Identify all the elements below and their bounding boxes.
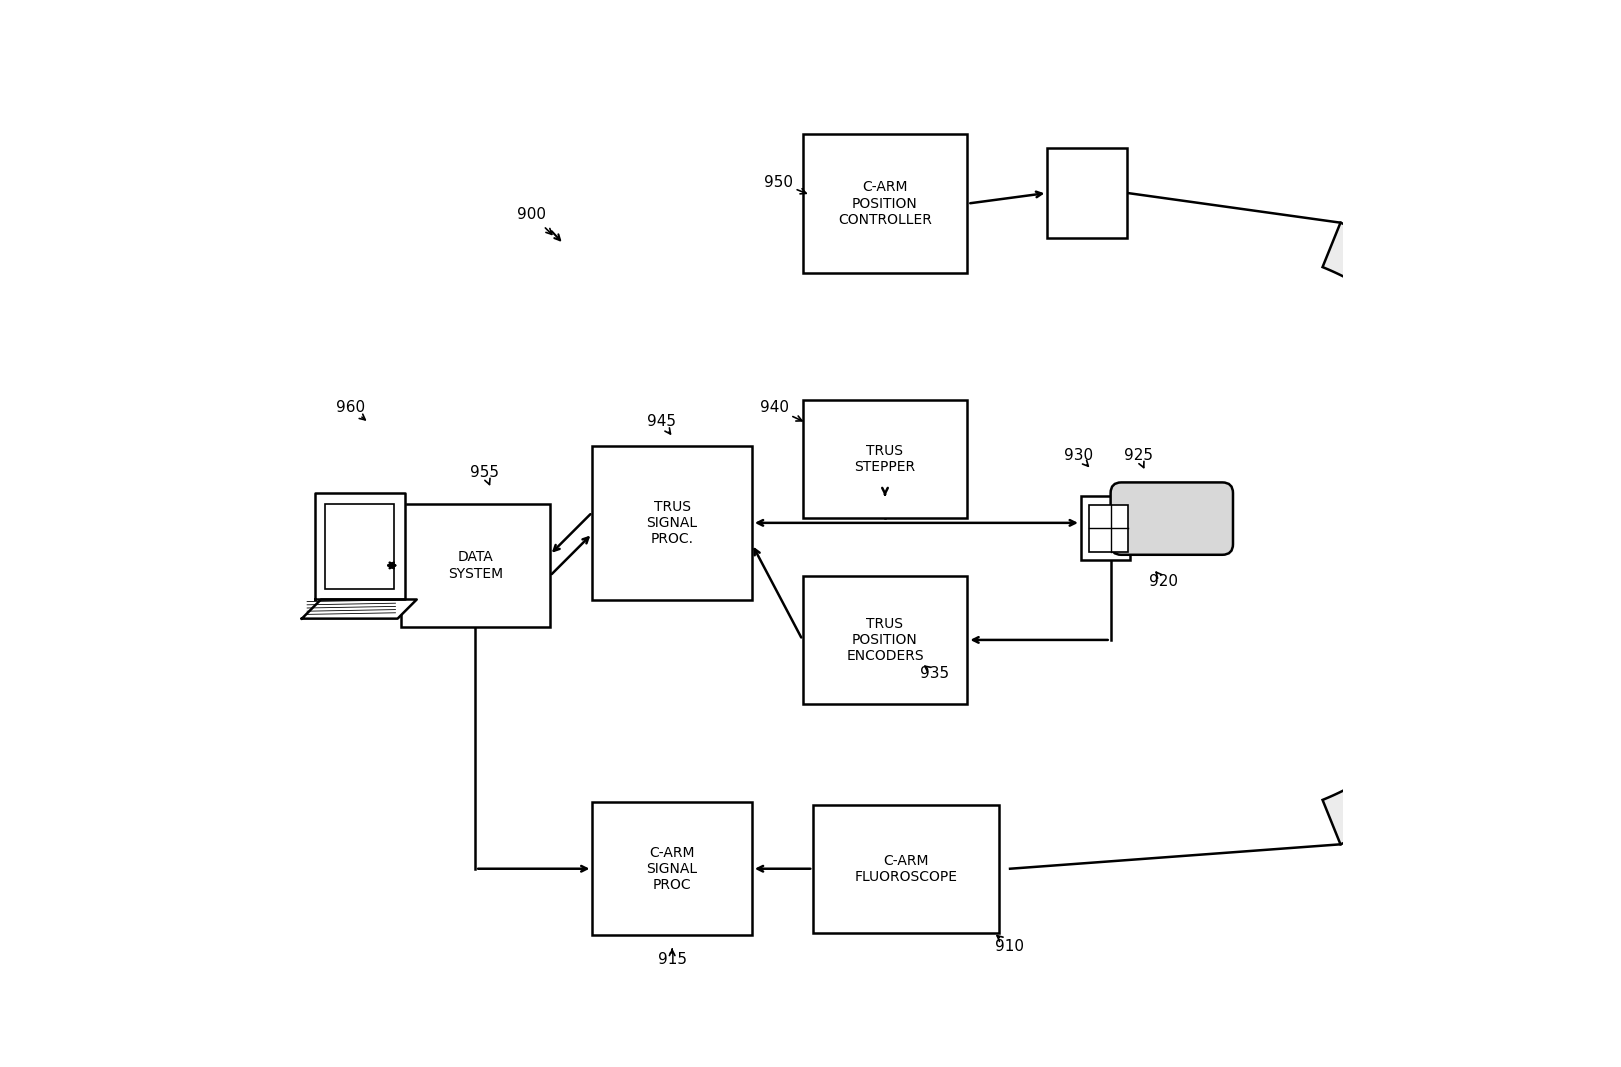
Bar [400, 505, 550, 626]
Bar [592, 446, 752, 600]
Text: 945: 945 [647, 414, 676, 429]
Bar [592, 802, 752, 936]
Text: TRUS
SIGNAL
PROC.: TRUS SIGNAL PROC. [647, 499, 697, 546]
Text: 920: 920 [1149, 574, 1178, 589]
Text: C-ARM
SIGNAL
PROC: C-ARM SIGNAL PROC [647, 845, 697, 892]
Text: C-ARM
FLUOROSCOPE: C-ARM FLUOROSCOPE [854, 854, 958, 883]
Bar [802, 576, 968, 704]
Bar [326, 504, 394, 589]
Polygon shape [314, 493, 405, 600]
Polygon shape [302, 600, 417, 619]
Bar [1089, 505, 1128, 552]
Text: 915: 915 [658, 952, 687, 967]
Text: 935: 935 [921, 667, 950, 682]
Text: 955: 955 [470, 465, 499, 480]
Text: 960: 960 [336, 400, 365, 415]
Polygon shape [1323, 223, 1550, 844]
Bar [802, 134, 968, 273]
Bar [1081, 496, 1130, 560]
Bar [814, 805, 1000, 933]
Text: 950: 950 [763, 175, 793, 190]
FancyBboxPatch shape [1110, 482, 1234, 555]
Text: DATA
SYSTEM: DATA SYSTEM [447, 551, 503, 580]
Text: 900: 900 [517, 207, 546, 222]
Text: 940: 940 [760, 400, 789, 415]
Text: 910: 910 [995, 939, 1024, 954]
Text: TRUS
POSITION
ENCODERS: TRUS POSITION ENCODERS [846, 617, 924, 663]
Bar [802, 400, 968, 517]
Text: C-ARM
POSITION
CONTROLLER: C-ARM POSITION CONTROLLER [838, 180, 932, 227]
Text: 925: 925 [1123, 448, 1153, 463]
Bar [1047, 147, 1127, 238]
Text: 930: 930 [1063, 448, 1093, 463]
Text: TRUS
STEPPER: TRUS STEPPER [854, 444, 916, 474]
